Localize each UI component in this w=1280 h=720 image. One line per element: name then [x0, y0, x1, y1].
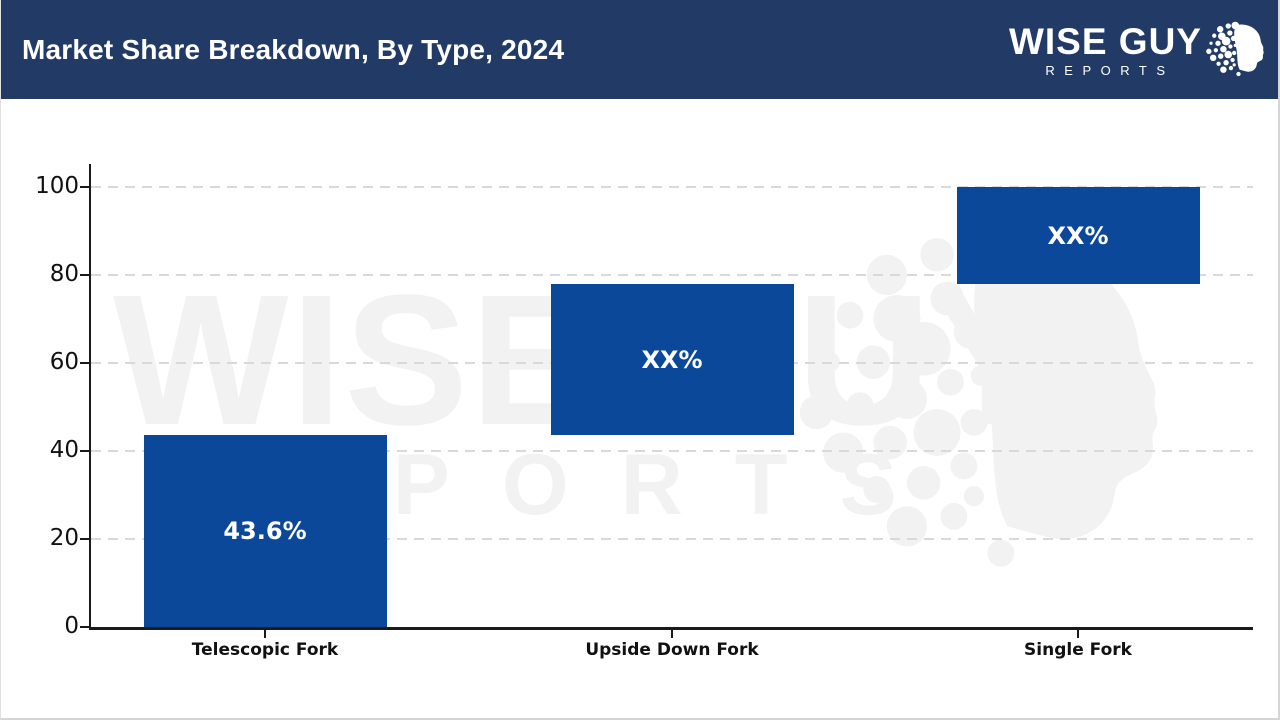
bar-telescopic-fork: 43.6% [143, 435, 387, 627]
y-tick-label: 60 [49, 349, 79, 375]
category-label-single-fork: Single Fork [1024, 640, 1132, 660]
header-bar: Market Share Breakdown, By Type, 2024 WI… [1, 0, 1278, 99]
x-axis-tick [1077, 630, 1079, 638]
y-axis-tick [80, 274, 89, 276]
bar-value-label: XX% [641, 345, 703, 374]
logo-wordmark: WISE GUY [1008, 20, 1202, 62]
y-tick-label: 40 [49, 437, 79, 463]
y-axis-tick [80, 186, 89, 188]
gridline [91, 186, 1253, 188]
wiseguy-logo: WISE GUY REPORTS [1009, 6, 1266, 94]
bar-value-label: XX% [1047, 221, 1109, 250]
logo-subtext: REPORTS [1045, 62, 1175, 78]
logo-head-icon [1206, 21, 1264, 76]
bar-upside-down-fork: XX% [550, 284, 794, 436]
y-axis-tick [80, 626, 89, 628]
y-axis-line [89, 164, 91, 629]
logo-text: WISE GUY REPORTS [1009, 23, 1202, 77]
gridline [91, 538, 1253, 540]
y-axis-tick [80, 538, 89, 540]
y-axis-tick [80, 362, 89, 364]
y-tick-label: 80 [49, 261, 79, 287]
y-tick-label: 100 [35, 173, 79, 199]
x-axis-tick [264, 630, 266, 638]
gridline [91, 450, 1253, 452]
category-label-telescopic-fork: Telescopic Fork [191, 640, 339, 660]
gridline [91, 274, 1253, 276]
x-axis-tick [671, 630, 673, 638]
x-axis-line [89, 627, 1253, 630]
bar-single-fork: XX% [956, 187, 1200, 285]
y-axis-tick [80, 450, 89, 452]
y-tick-label: 20 [49, 525, 79, 551]
y-tick-label: 0 [64, 613, 79, 639]
bar-value-label: 43.6% [223, 517, 307, 546]
page-title: Market Share Breakdown, By Type, 2024 [22, 33, 565, 65]
category-label-upside-down-fork: Upside Down Fork [585, 640, 759, 660]
